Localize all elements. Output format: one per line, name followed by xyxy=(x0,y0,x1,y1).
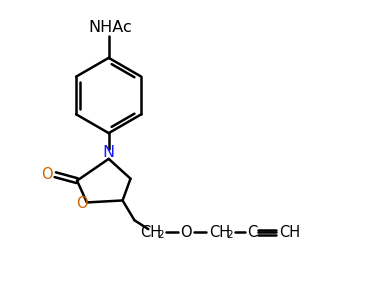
Text: NHAc: NHAc xyxy=(89,20,132,35)
Text: O: O xyxy=(42,167,53,182)
Text: 2: 2 xyxy=(226,230,233,240)
Text: 2: 2 xyxy=(157,230,164,240)
Text: N: N xyxy=(103,145,115,160)
Text: O: O xyxy=(76,196,88,211)
Text: C: C xyxy=(247,225,257,240)
Text: CH: CH xyxy=(209,225,230,240)
Text: CH: CH xyxy=(279,225,300,240)
Text: CH: CH xyxy=(140,225,161,240)
Text: O: O xyxy=(180,225,192,240)
